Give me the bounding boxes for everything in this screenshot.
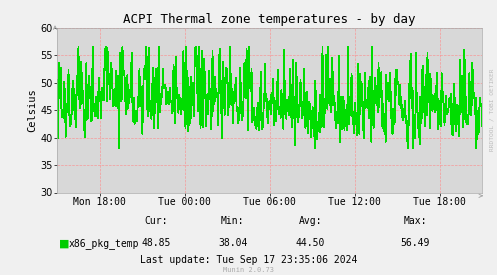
Text: Munin 2.0.73: Munin 2.0.73 bbox=[223, 267, 274, 273]
Text: Last update: Tue Sep 17 23:35:06 2024: Last update: Tue Sep 17 23:35:06 2024 bbox=[140, 255, 357, 265]
Text: 38.04: 38.04 bbox=[218, 238, 248, 248]
Text: Avg:: Avg: bbox=[299, 216, 323, 226]
Y-axis label: Celsius: Celsius bbox=[28, 88, 38, 132]
Text: Max:: Max: bbox=[403, 216, 427, 226]
Text: Min:: Min: bbox=[221, 216, 245, 226]
Text: ■: ■ bbox=[59, 238, 69, 248]
Text: 56.49: 56.49 bbox=[400, 238, 430, 248]
Text: RRDTOOL / TOBI OETIKER: RRDTOOL / TOBI OETIKER bbox=[490, 69, 495, 151]
Text: 48.85: 48.85 bbox=[142, 238, 171, 248]
Text: x86_pkg_temp: x86_pkg_temp bbox=[69, 238, 139, 249]
Title: ACPI Thermal zone temperatures - by day: ACPI Thermal zone temperatures - by day bbox=[123, 13, 416, 26]
Text: Cur:: Cur: bbox=[145, 216, 168, 226]
Text: 44.50: 44.50 bbox=[296, 238, 326, 248]
